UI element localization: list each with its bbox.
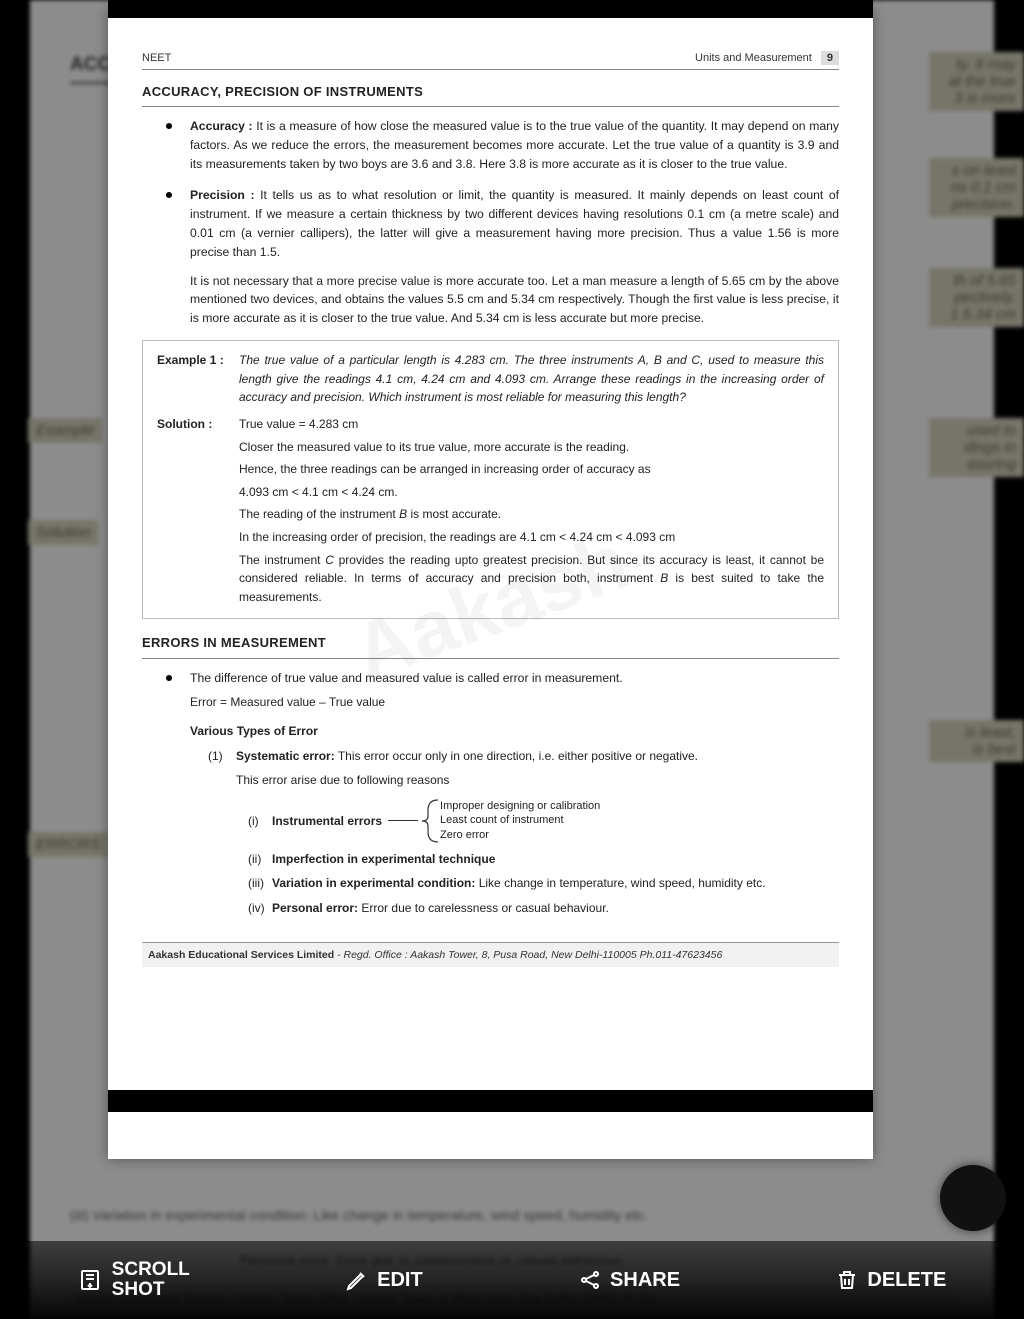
overlay-top-bar <box>108 0 873 18</box>
header-right: Units and Measurement <box>695 52 812 64</box>
example-label: Example 1 : <box>157 351 239 407</box>
delete-label: DELETE <box>867 1269 946 1292</box>
share-icon <box>578 1268 602 1292</box>
delete-icon <box>835 1268 859 1292</box>
instrumental-errors-item: (i) Instrumental errors Improper designi… <box>248 798 766 844</box>
bg-side-tag: is least, is best <box>929 720 1024 762</box>
edit-button[interactable]: EDIT <box>345 1268 423 1292</box>
bullet-accuracy: Accuracy : It is a measure of how close … <box>166 117 839 174</box>
page-header: NEET Units and Measurement 9 <box>142 50 839 70</box>
systematic-error-item: (1) Systematic error: This error occur o… <box>208 747 766 790</box>
personal-error-item: (iv) Personal error: Error due to carele… <box>248 899 766 918</box>
bg-iii: (iii) Variation in experimental conditio… <box>70 1207 648 1223</box>
variation-item: (iii) Variation in experimental conditio… <box>248 874 766 893</box>
edit-label: EDIT <box>377 1269 423 1292</box>
imperfection-text: Imperfection in experimental technique <box>272 850 495 869</box>
share-button[interactable]: SHARE <box>578 1268 680 1292</box>
systematic-error-sub: This error arise due to following reason… <box>236 771 698 790</box>
solution-line: The reading of the instrument B is most … <box>239 505 824 524</box>
personal-error-text: Error due to carelessness or casual beha… <box>361 901 608 915</box>
section-title-accuracy: ACCURACY, PRECISION OF INSTRUMENTS <box>142 82 839 107</box>
scrollshot-icon <box>78 1268 102 1292</box>
delete-button[interactable]: DELETE <box>835 1268 946 1292</box>
solution-line: 4.093 cm < 4.1 cm < 4.24 cm. <box>239 483 824 502</box>
footer-address: - Regd. Office : Aakash Tower, 8, Pusa R… <box>334 949 722 961</box>
document-page: Aakash NEET Units and Measurement 9 ACCU… <box>108 10 873 1159</box>
variation-label: Variation in experimental condition: <box>272 876 475 890</box>
share-label: SHARE <box>610 1269 680 1292</box>
overlay-bottom-bar <box>108 1090 873 1112</box>
scrollshot-label-2: SHOT <box>112 1280 190 1300</box>
item-number: (1) <box>208 747 236 790</box>
bullet-precision: Precision : It tells us as to what resol… <box>166 186 839 328</box>
page-footer: Aakash Educational Services Limited - Re… <box>142 942 839 967</box>
imperfection-item: (ii) Imperfection in experimental techni… <box>248 850 766 869</box>
example-question: The true value of a particular length is… <box>239 351 824 407</box>
item-number: (iii) <box>248 874 272 893</box>
solution-label: Solution : <box>157 415 239 434</box>
item-number: (i) <box>248 812 272 831</box>
bg-side-tag: s on least ns 0.1 cm precision. <box>929 158 1024 217</box>
bg-side-tag: used to dings in asuring <box>929 418 1024 477</box>
systematic-error-text: This error occur only in one direction, … <box>338 749 698 763</box>
instr-branch: Zero error <box>440 828 600 843</box>
header-left: NEET <box>142 50 171 67</box>
solution-line: True value = 4.283 cm <box>239 415 358 434</box>
error-formula: Error = Measured value – True value <box>190 693 766 712</box>
accuracy-text: It is a measure of how close the measure… <box>190 119 839 171</box>
precision-para2: It is not necessary that a more precise … <box>190 272 839 329</box>
bullet-error-intro: The difference of true value and measure… <box>166 669 839 924</box>
scrollshot-label-1: SCROLL <box>112 1260 190 1280</box>
bg-left-tag: Example <box>28 418 102 443</box>
solution-line: Closer the measured value to its true va… <box>239 438 824 457</box>
instrumental-errors-label: Instrumental errors <box>272 812 382 831</box>
brace-icon <box>420 798 440 844</box>
bg-left-tag: Solution <box>28 520 98 545</box>
error-intro: The difference of true value and measure… <box>190 671 623 685</box>
instr-branch: Least count of instrument <box>440 813 600 828</box>
error-types-heading: Various Types of Error <box>190 722 766 741</box>
instr-branch: Improper designing or calibration <box>440 799 600 814</box>
bg-left-tag: ERRORS <box>28 832 108 857</box>
solution-line: The instrument C provides the reading up… <box>239 551 824 607</box>
bullet-dot-icon <box>166 123 172 129</box>
accuracy-label: Accuracy : <box>190 119 253 133</box>
bg-side-tag: ty. It may at the true 3 is more <box>929 52 1024 111</box>
personal-error-label: Personal error: <box>272 901 358 915</box>
bullet-dot-icon <box>166 192 172 198</box>
variation-text: Like change in temperature, wind speed, … <box>479 876 766 890</box>
scrollshot-button[interactable]: SCROLLSHOT <box>78 1260 190 1300</box>
solution-line: In the increasing order of precision, th… <box>239 528 824 547</box>
floating-action-button[interactable] <box>940 1165 1006 1231</box>
edit-icon <box>345 1268 369 1292</box>
solution-line: Hence, the three readings can be arrange… <box>239 460 824 479</box>
bg-side-tag: th of 5.65 pectively. 1 5.34 cm <box>929 268 1024 327</box>
item-number: (iv) <box>248 899 272 918</box>
footer-company: Aakash Educational Services Limited <box>148 949 334 961</box>
screenshot-toolbar: SCROLLSHOT EDIT SHARE DELETE <box>0 1241 1024 1319</box>
precision-text: It tells us as to what resolution or lim… <box>190 188 839 259</box>
section-title-errors: ERRORS IN MEASUREMENT <box>142 633 839 658</box>
precision-label: Precision : <box>190 188 255 202</box>
item-number: (ii) <box>248 850 272 869</box>
page-number: 9 <box>821 51 839 65</box>
systematic-error-label: Systematic error: <box>236 749 335 763</box>
bullet-dot-icon <box>166 675 172 681</box>
example-box: Example 1 : The true value of a particul… <box>142 340 839 619</box>
